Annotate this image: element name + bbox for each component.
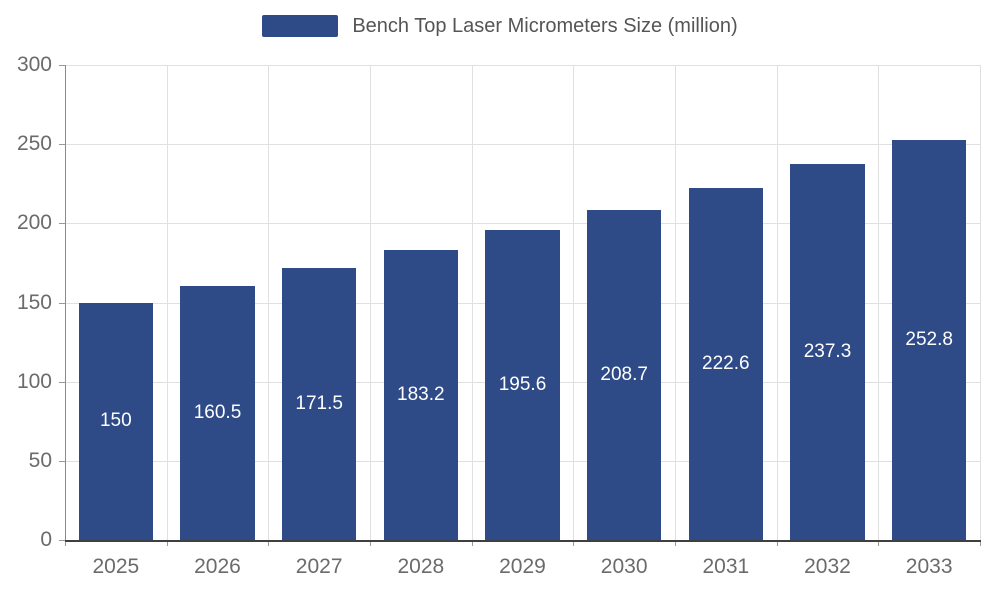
y-tick-mark	[59, 460, 65, 462]
x-gridline	[268, 65, 270, 540]
y-gridline	[65, 223, 980, 225]
y-gridline	[65, 144, 980, 146]
x-axis-label: 2032	[804, 555, 851, 578]
legend-swatch	[262, 15, 339, 37]
bar-value-label: 195.6	[498, 374, 547, 396]
y-axis-label: 250	[16, 132, 52, 156]
x-tick-mark	[675, 540, 676, 546]
x-gridline	[166, 65, 168, 540]
bar[interactable]: 150	[78, 302, 153, 540]
y-tick-mark	[59, 381, 65, 383]
y-axis-label: 0	[40, 528, 52, 551]
x-tick-mark	[776, 540, 778, 546]
y-tick-mark	[59, 540, 65, 541]
y-axis-label: 100	[16, 369, 52, 393]
bar[interactable]: 222.6	[688, 187, 763, 540]
bar[interactable]: 252.8	[892, 139, 967, 540]
x-tick-mark	[573, 540, 575, 546]
y-tick-mark	[59, 302, 65, 304]
x-axis-label: 2029	[499, 555, 546, 578]
bar[interactable]: 183.2	[383, 249, 458, 540]
x-gridline	[675, 65, 676, 540]
bar[interactable]: 171.5	[282, 268, 357, 540]
legend[interactable]: Bench Top Laser Micrometers Size (millio…	[0, 12, 1000, 40]
x-axis-label: 2031	[702, 555, 750, 578]
x-axis-label: 2030	[600, 555, 648, 578]
x-gridline	[980, 65, 981, 540]
x-gridline	[573, 65, 575, 540]
bar-value-label: 183.2	[397, 383, 445, 405]
y-axis-label: 50	[28, 448, 52, 472]
x-tick-mark	[878, 540, 880, 546]
y-tick-mark	[59, 223, 65, 225]
bar[interactable]: 208.7	[587, 209, 662, 540]
x-tick-mark	[166, 540, 168, 546]
y-gridline	[65, 65, 980, 66]
x-tick-mark	[471, 540, 473, 546]
bar-value-label: 222.6	[702, 352, 750, 374]
y-axis-label: 300	[16, 53, 52, 76]
bar[interactable]: 195.6	[485, 230, 560, 540]
x-axis-label: 2025	[92, 555, 140, 578]
bar[interactable]: 237.3	[790, 164, 865, 540]
bar-value-label: 252.8	[905, 328, 953, 350]
bar-value-label: 171.5	[295, 393, 343, 415]
y-tick-mark	[59, 65, 65, 66]
x-tick-mark	[65, 540, 66, 546]
bar-value-label: 208.7	[600, 363, 648, 385]
x-tick-mark	[268, 540, 270, 546]
x-axis-label: 2026	[194, 555, 241, 578]
x-gridline	[370, 65, 371, 540]
y-axis-label: 150	[16, 290, 52, 314]
x-tick-mark	[980, 540, 981, 546]
bar-value-label: 237.3	[803, 341, 852, 363]
y-tick-mark	[59, 144, 65, 146]
legend-label: Bench Top Laser Micrometers Size (millio…	[352, 14, 738, 37]
y-axis-label: 200	[16, 211, 52, 235]
y-axis-line	[65, 65, 66, 540]
x-gridline	[776, 65, 778, 540]
x-gridline	[471, 65, 473, 540]
x-axis-label: 2028	[397, 555, 445, 578]
x-axis-line	[65, 540, 981, 542]
x-gridline	[878, 65, 880, 540]
bar-value-label: 150	[99, 410, 132, 432]
x-axis-label: 2033	[905, 555, 953, 578]
x-axis-label: 2027	[295, 555, 343, 578]
bar[interactable]: 160.5	[180, 285, 255, 540]
bar-value-label: 160.5	[193, 401, 242, 423]
x-tick-mark	[370, 540, 371, 546]
